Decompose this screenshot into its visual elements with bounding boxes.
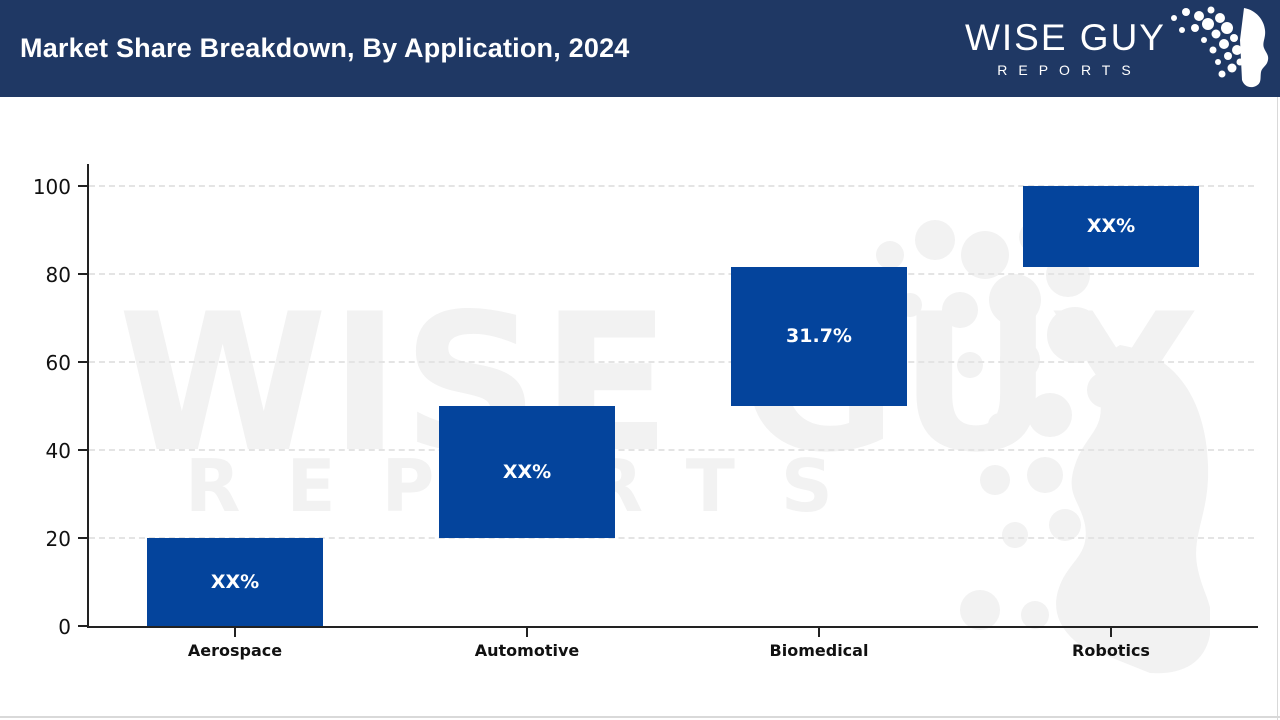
gridline-20 [89, 537, 1254, 539]
x-tick-aerospace [234, 628, 236, 637]
bar-value-label-biomedical: 31.7% [786, 325, 852, 348]
bar-automotive: XX% [439, 406, 615, 538]
figure-bottom-border [0, 716, 1280, 718]
y-tick-60 [78, 361, 87, 363]
bar-aerospace: XX% [147, 538, 323, 626]
x-tick-biomedical [818, 628, 820, 637]
x-category-label-robotics: Robotics [1072, 641, 1150, 660]
bar-value-label-aerospace: XX% [210, 571, 260, 593]
y-tick-40 [78, 449, 87, 451]
y-tick-label-20: 20 [45, 527, 71, 551]
bar-robotics: XX% [1023, 186, 1199, 267]
y-tick-100 [78, 185, 87, 187]
y-tick-label-80: 80 [45, 263, 71, 287]
logo-subtitle: REPORTS [997, 62, 1142, 78]
y-tick-label-100: 100 [32, 175, 71, 199]
y-tick-0 [78, 625, 87, 627]
y-tick-label-0: 0 [58, 615, 71, 639]
x-category-label-biomedical: Biomedical [769, 641, 869, 660]
gridline-60 [89, 361, 1254, 363]
y-tick-80 [78, 273, 87, 275]
gridline-100 [89, 185, 1254, 187]
x-category-label-automotive: Automotive [474, 641, 580, 660]
watermark-face-icon [876, 220, 1210, 674]
x-tick-automotive [526, 628, 528, 637]
bar-value-label-automotive: XX% [502, 461, 552, 483]
logo-face-icon [1171, 6, 1269, 88]
figure-right-border [1277, 97, 1278, 720]
header-band: Market Share Breakdown, By Application, … [0, 0, 1280, 97]
x-tick-robotics [1110, 628, 1112, 637]
gridline-40 [89, 449, 1254, 451]
y-tick-label-40: 40 [45, 439, 71, 463]
bar-biomedical: 31.7% [731, 266, 907, 406]
y-axis-line [87, 164, 89, 628]
x-category-label-aerospace: Aerospace [187, 641, 283, 660]
y-tick-label-60: 60 [45, 351, 71, 375]
gridline-80 [89, 273, 1254, 275]
bar-value-label-robotics: XX% [1086, 215, 1136, 238]
x-axis-line [87, 626, 1258, 628]
chart-title: Market Share Breakdown, By Application, … [20, 33, 630, 63]
y-tick-20 [78, 537, 87, 539]
wise-guy-reports-logo: WISE GUY REPORTS [965, 0, 1272, 97]
logo-wordmark: WISE GUY [964, 17, 1166, 58]
